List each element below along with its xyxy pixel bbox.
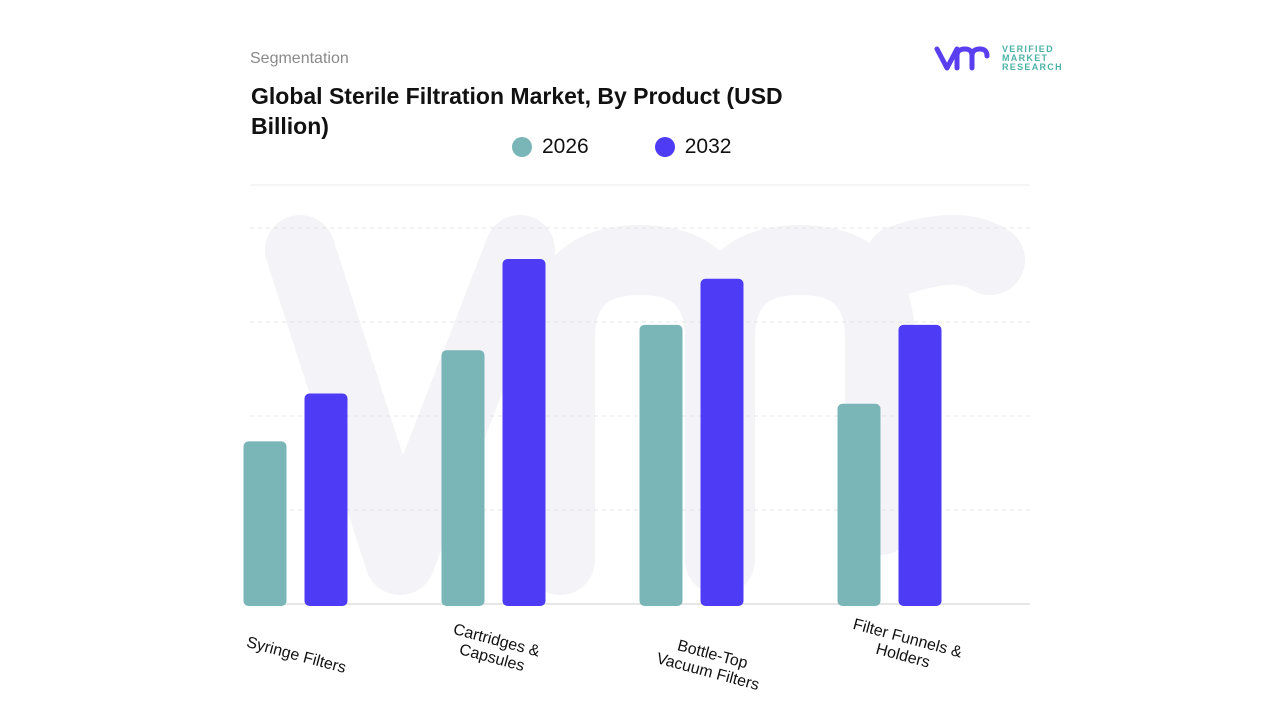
bar-2026-3 — [837, 403, 881, 606]
logo: VERIFIED MARKET RESEARCH — [934, 44, 1063, 72]
bar-2026-2 — [639, 324, 683, 606]
logo-text: VERIFIED MARKET RESEARCH — [1002, 43, 1063, 72]
bar-2026-0 — [243, 441, 287, 606]
legend-item-2026: 2026 — [512, 135, 589, 159]
bar-2026-1 — [441, 350, 485, 606]
legend-swatch-2026 — [512, 137, 532, 157]
bar-2032-0 — [304, 393, 348, 606]
bar-2032-1 — [502, 259, 546, 606]
legend: 2026 2032 — [512, 135, 731, 159]
watermark-logo — [265, 215, 1025, 595]
vmr-logo-icon — [934, 46, 990, 71]
bar-2032-3 — [898, 324, 942, 606]
legend-item-2032: 2032 — [654, 135, 731, 159]
bar-2032-2 — [700, 278, 744, 606]
chart-title: Global Sterile Filtration Market, By Pro… — [251, 83, 783, 139]
legend-swatch-2032 — [654, 137, 675, 157]
segment-label: Segmentation — [250, 50, 349, 67]
